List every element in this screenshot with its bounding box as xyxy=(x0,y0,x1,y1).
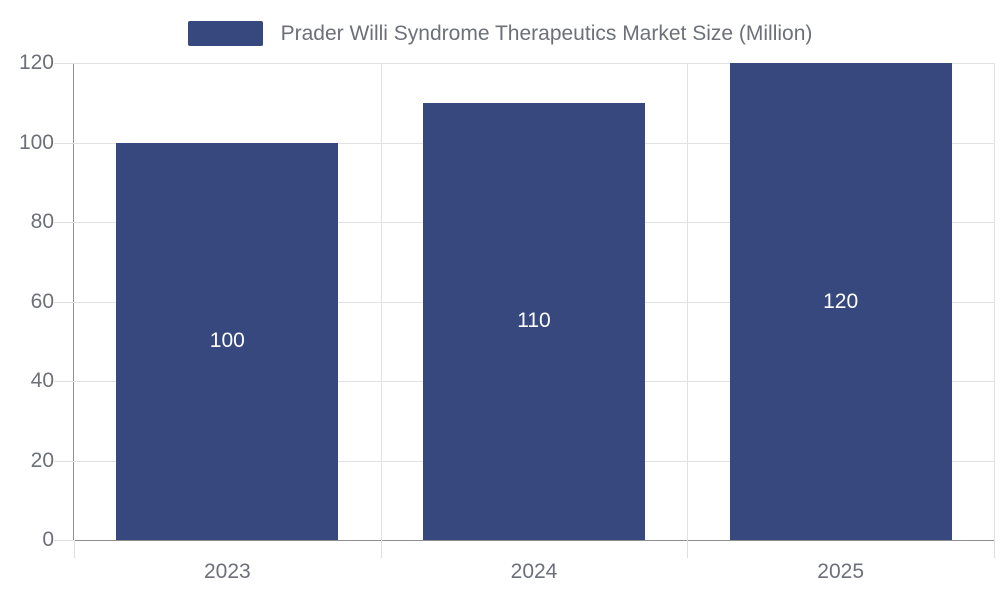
bar-value-label: 120 xyxy=(823,289,859,313)
y-axis-tick xyxy=(54,222,74,223)
y-axis-tick xyxy=(54,460,74,462)
x-axis-tick xyxy=(994,540,995,558)
plot-area: 0 20 40 60 80 100 120 100 2023 110 2024 120 2025 xyxy=(19,51,995,583)
x-gridline xyxy=(380,63,382,540)
y-axis-label: 100 xyxy=(18,130,54,154)
bar-2023[interactable] xyxy=(116,142,339,540)
y-axis-label: 40 xyxy=(30,369,54,392)
bar-value-label: 110 xyxy=(517,309,551,333)
x-axis-tick xyxy=(380,540,382,558)
y-axis-tick xyxy=(54,142,74,144)
y-axis-label: 120 xyxy=(18,51,54,74)
legend-label: Prader Willi Syndrome Therapeutics Marke… xyxy=(280,21,813,45)
y-axis-label: 60 xyxy=(30,289,54,313)
legend[interactable]: Prader Willi Syndrome Therapeutics Marke… xyxy=(0,21,1000,46)
y-axis-label: 20 xyxy=(30,448,54,472)
x-axis-label: 2023 xyxy=(203,560,251,583)
y-axis-tick xyxy=(54,381,74,382)
bar-2025[interactable] xyxy=(729,63,952,540)
y-axis-tick xyxy=(54,301,74,303)
x-axis-label: 2024 xyxy=(510,560,558,583)
y-gridline xyxy=(74,63,994,64)
y-axis-label: 80 xyxy=(30,210,54,233)
y-axis-label: 0 xyxy=(42,528,54,551)
x-gridline xyxy=(994,63,995,540)
x-axis-tick xyxy=(687,540,689,558)
bar-value-label: 100 xyxy=(209,329,245,353)
x-gridline xyxy=(687,63,689,540)
x-axis-label: 2025 xyxy=(817,560,865,583)
y-axis-tick xyxy=(54,540,74,541)
y-axis-tick xyxy=(54,63,74,64)
legend-swatch xyxy=(187,21,263,46)
x-axis-tick xyxy=(74,540,75,558)
bar-2024[interactable] xyxy=(423,102,645,540)
